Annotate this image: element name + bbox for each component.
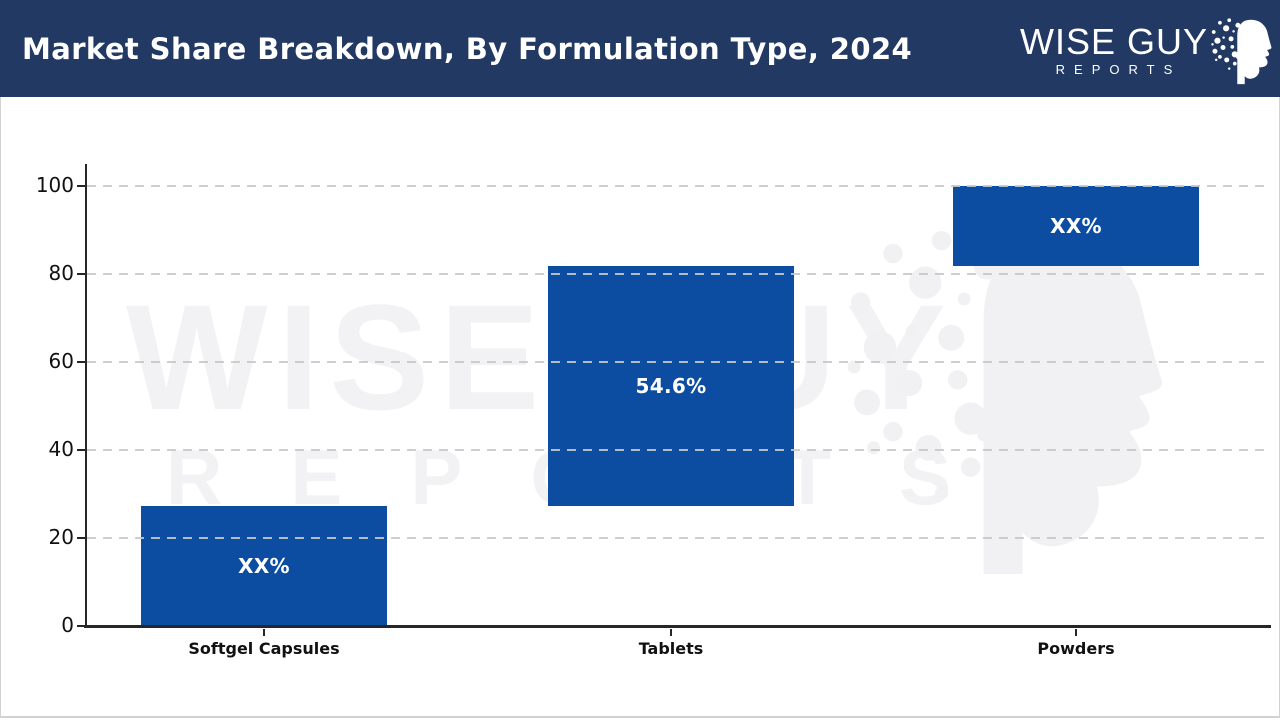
category-label: Powders (1037, 639, 1115, 658)
bar-segment (548, 265, 794, 506)
logo-wordmark: WISE GUY (1019, 21, 1208, 62)
gridline-80 (87, 273, 1270, 275)
bar-segment (141, 505, 387, 626)
chart-title: Market Share Breakdown, By Formulation T… (22, 31, 913, 66)
category-label: Softgel Capsules (188, 639, 340, 658)
y-axis-tick-label: 0 (61, 613, 74, 637)
x-axis-line (84, 625, 1271, 628)
y-axis-tick-label: 100 (35, 173, 74, 197)
gridline-60 (87, 361, 1270, 363)
gridline-20 (87, 537, 1270, 539)
y-axis-tick-label: 60 (48, 349, 74, 373)
bar-value-label: XX% (1050, 213, 1102, 238)
plot-area: 0 20 40 60 80 100 XX% Softgel Capsules 54.6% Tabl… (0, 97, 1280, 720)
y-axis-tick-label: 80 (48, 261, 74, 285)
y-axis-tick (77, 625, 85, 627)
y-axis-tick (77, 449, 85, 451)
y-axis-tick (77, 185, 85, 187)
category-label: Tablets (638, 639, 704, 658)
y-axis-tick (77, 361, 85, 363)
y-axis-line (85, 164, 87, 627)
y-axis-tick (77, 273, 85, 275)
logo-subtitle: REPORTS (1055, 62, 1182, 77)
wiseguy-face-icon (1211, 18, 1272, 85)
bar-value-label: 54.6% (635, 373, 707, 398)
bar-segment (953, 186, 1199, 266)
bar-value-label: XX% (238, 553, 290, 578)
logo-text: WISE GUY REPORTS (1019, 21, 1208, 77)
wiseguy-logo: WISE GUY REPORTS (1020, 8, 1272, 92)
y-axis-tick-label: 40 (48, 437, 74, 461)
watermark-face-icon (847, 230, 1163, 574)
gridline-40 (87, 449, 1270, 451)
header-bar: Market Share Breakdown, By Formulation T… (0, 0, 1280, 97)
x-axis-tick (1075, 629, 1077, 636)
y-axis-tick (77, 537, 85, 539)
y-axis-tick-label: 20 (48, 525, 74, 549)
x-axis-tick (263, 629, 265, 636)
watermark-wordmark: WISE GUY (126, 273, 957, 441)
x-axis-tick (670, 629, 672, 636)
gridline-100 (87, 185, 1270, 187)
